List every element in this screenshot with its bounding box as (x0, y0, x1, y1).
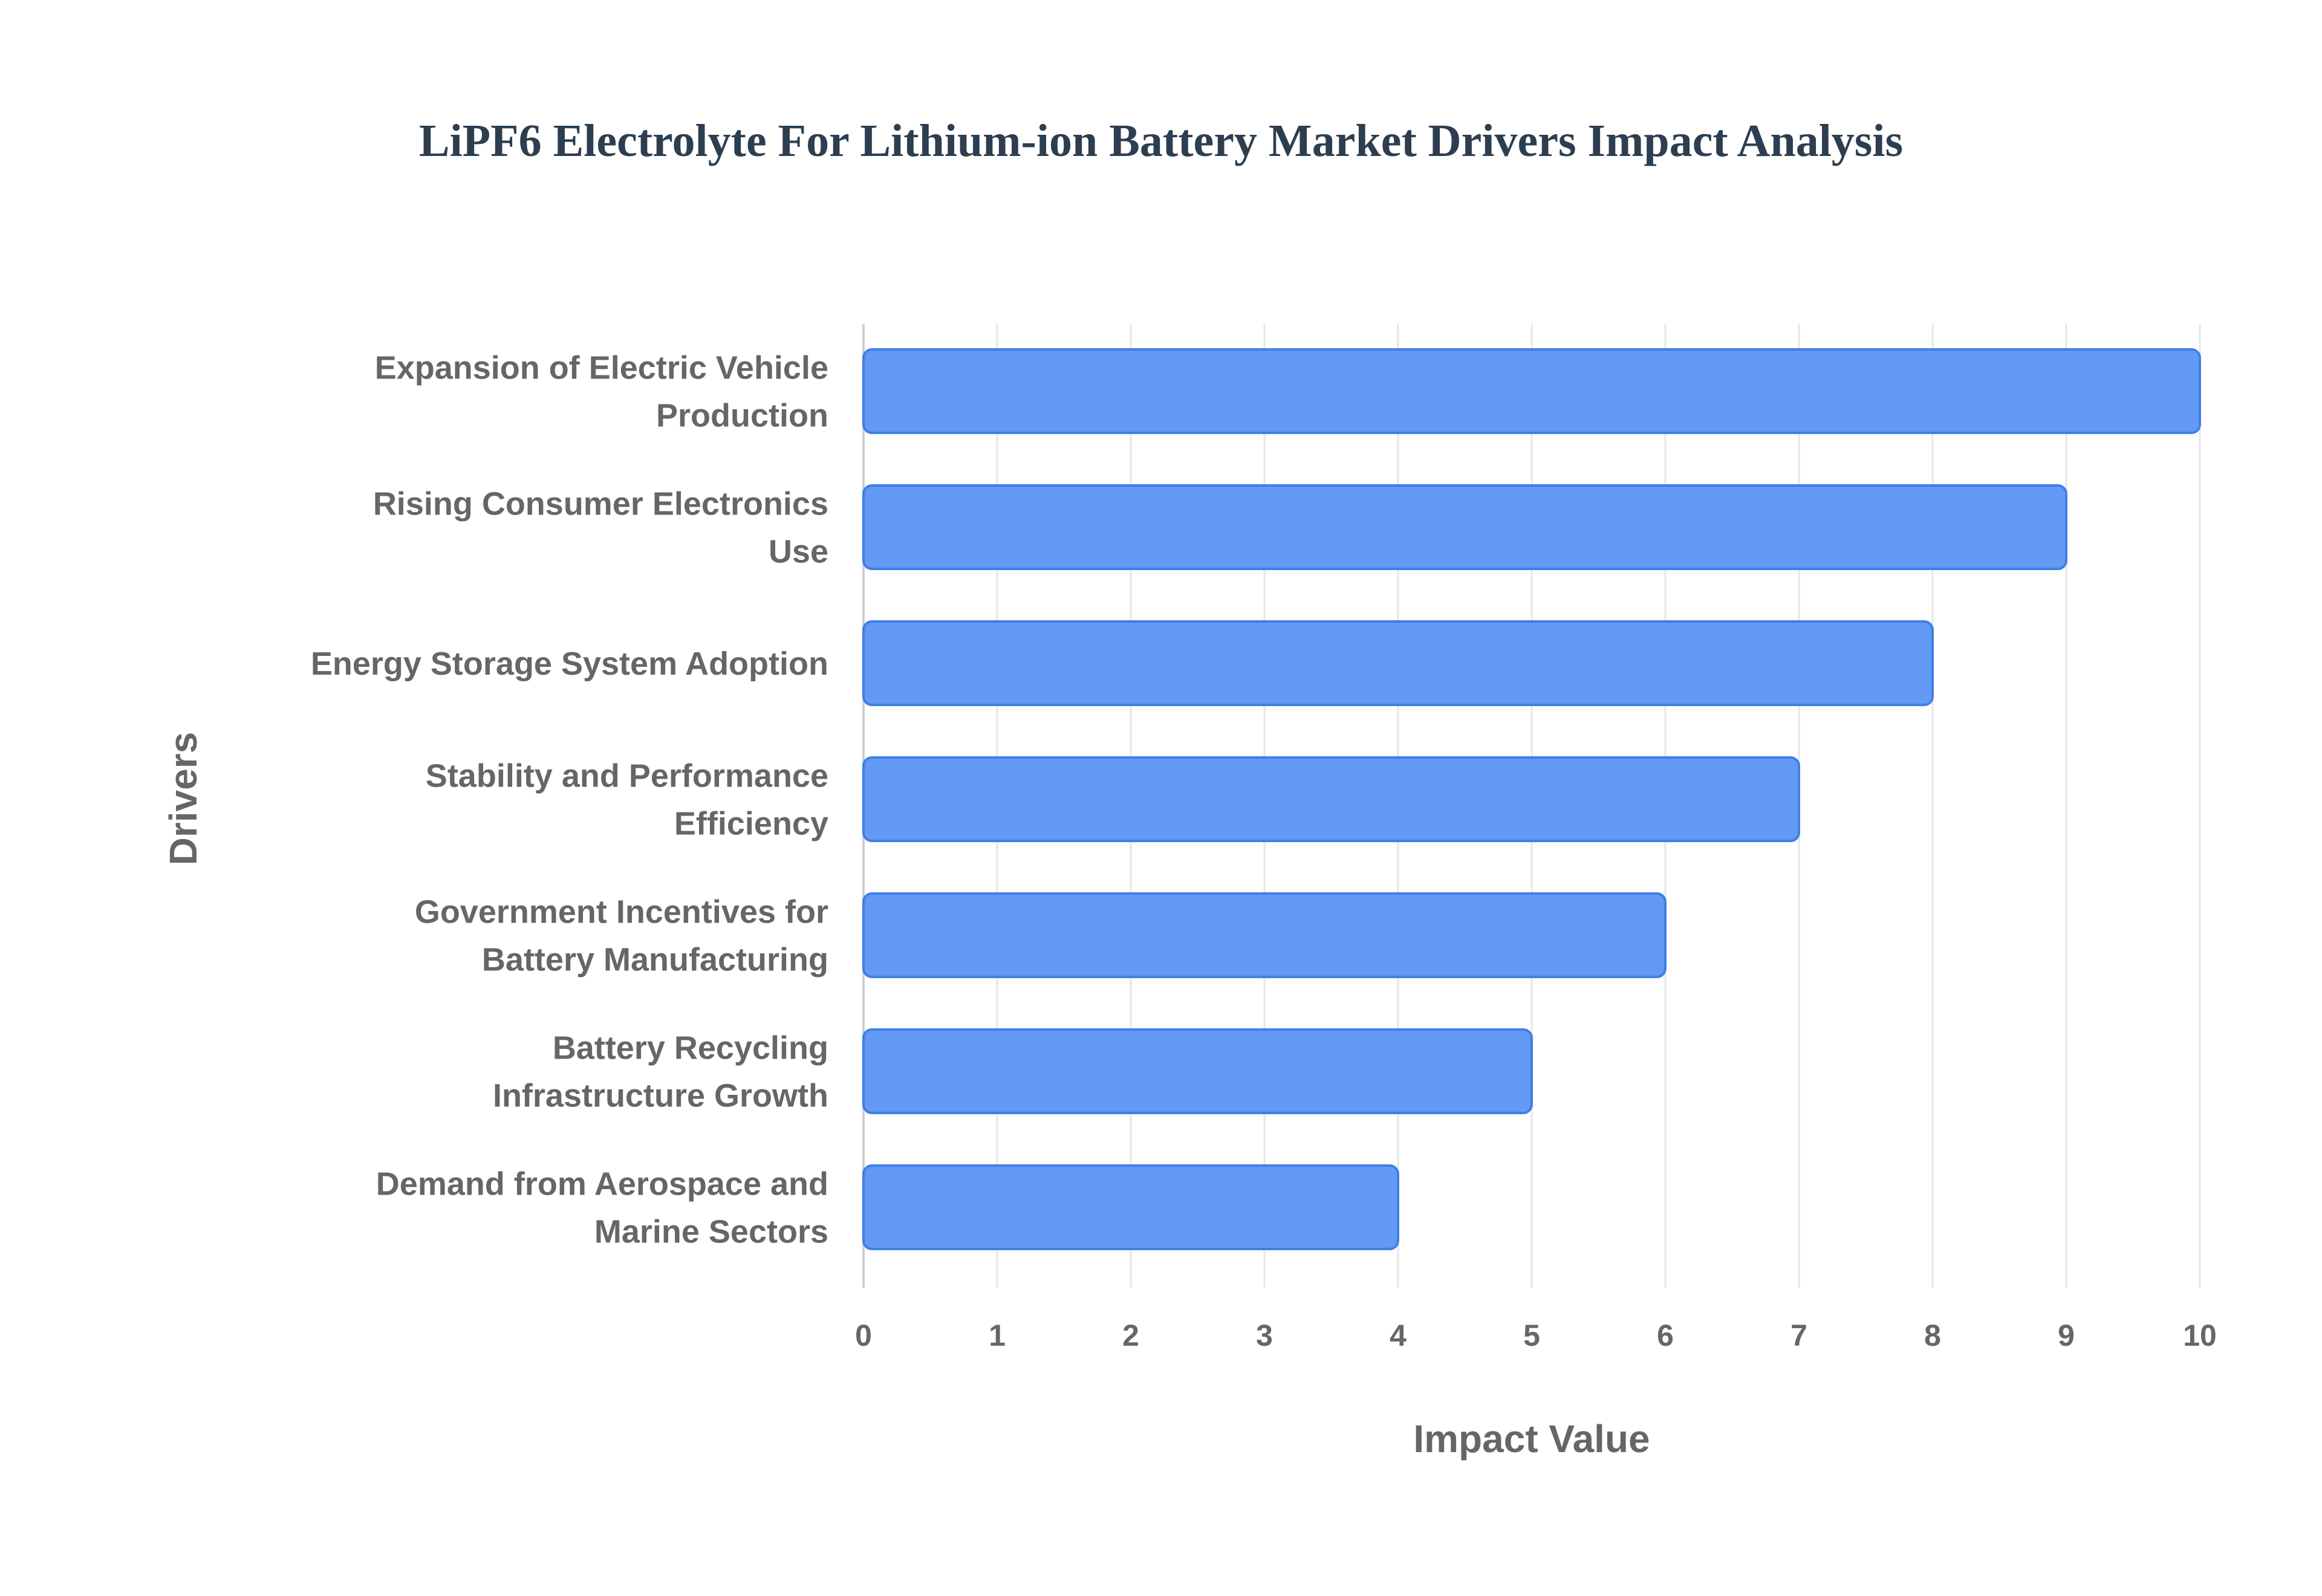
x-tick-label: 8 (1924, 1319, 1941, 1352)
category-label: Efficiency (674, 806, 828, 842)
category-label: Battery Recycling (553, 1030, 828, 1066)
x-ticks: 0 1 2 3 4 5 6 7 8 9 10 (855, 1319, 2217, 1352)
category-label: Marine Sectors (594, 1214, 828, 1250)
bar[interactable] (862, 1028, 1533, 1114)
x-axis-title: Impact Value (1413, 1417, 1650, 1461)
x-tick-label: 2 (1122, 1319, 1139, 1352)
y-category-labels: Expansion of Electric Vehicle Production R… (311, 350, 828, 1250)
x-tick-label: 5 (1523, 1319, 1540, 1352)
y-axis-title: Drivers (161, 732, 205, 866)
category-label: Demand from Aerospace and (376, 1166, 828, 1202)
x-tick-label: 7 (1790, 1319, 1807, 1352)
bar[interactable] (862, 348, 2201, 434)
category-label: Battery Manufacturing (482, 942, 828, 978)
bar[interactable] (862, 892, 1667, 978)
x-tick-label: 4 (1390, 1319, 1407, 1352)
x-tick-label: 10 (2183, 1319, 2217, 1352)
category-label: Government Incentives for (415, 894, 828, 930)
category-label: Rising Consumer Electronics (373, 486, 828, 522)
x-tick-label: 1 (989, 1319, 1006, 1352)
bar[interactable] (862, 484, 2067, 570)
x-tick-label: 9 (2058, 1319, 2075, 1352)
category-label: Infrastructure Growth (493, 1078, 828, 1114)
x-tick-label: 6 (1657, 1319, 1674, 1352)
category-label: Expansion of Electric Vehicle (375, 350, 828, 386)
bar[interactable] (862, 1164, 1399, 1250)
bars (862, 348, 2201, 1250)
category-label: Stability and Performance (426, 758, 828, 794)
category-label: Production (656, 398, 828, 434)
bar[interactable] (862, 620, 1934, 706)
category-label: Use (769, 534, 828, 570)
category-label: Energy Storage System Adoption (311, 646, 828, 682)
x-tick-label: 0 (855, 1319, 872, 1352)
x-tick-label: 3 (1256, 1319, 1273, 1352)
chart-title: LiPF6 Electrolyte For Lithium-ion Batter… (419, 115, 1903, 166)
bar[interactable] (862, 756, 1800, 842)
